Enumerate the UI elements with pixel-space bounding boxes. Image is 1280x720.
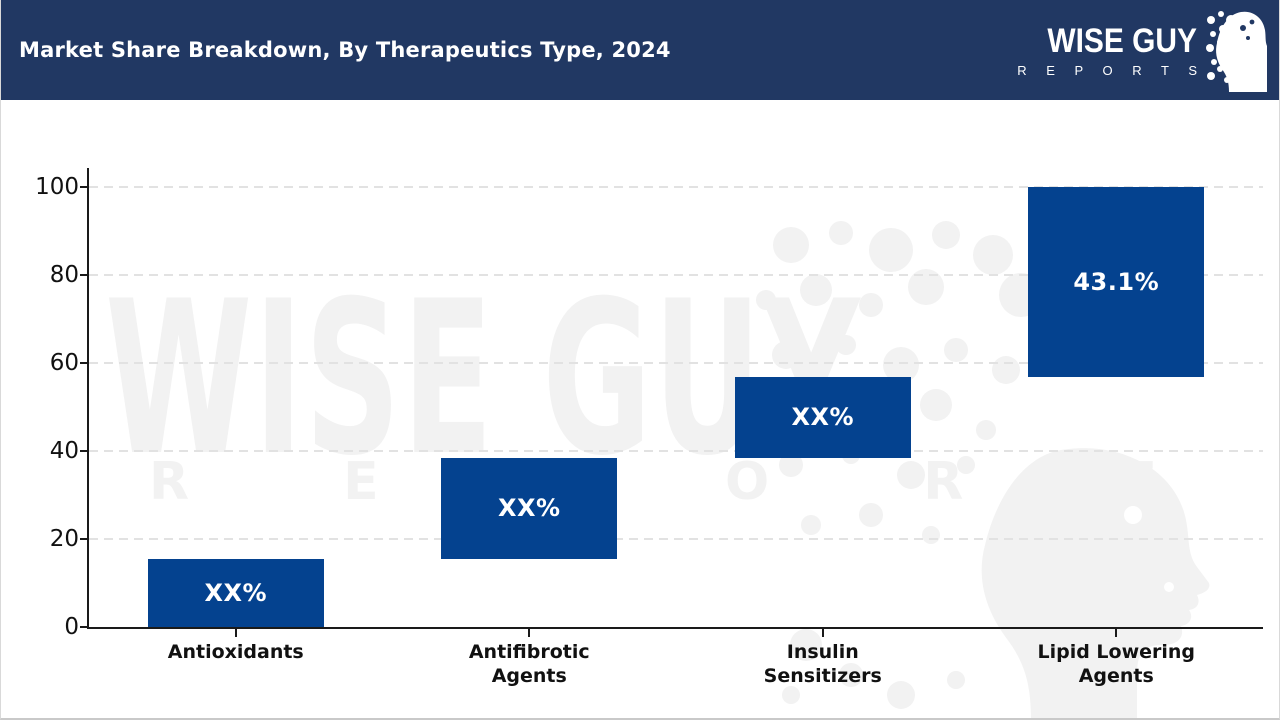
y-tick-label: 80 <box>49 262 79 288</box>
bar-segment: 43.1% <box>1028 187 1205 377</box>
logo-wordmark: WISE GUY <box>1047 22 1198 60</box>
wise-guy-face-icon <box>1206 11 1267 92</box>
gridline <box>89 362 1263 364</box>
x-tick-mark <box>1115 629 1118 637</box>
gridline <box>89 186 1263 188</box>
bar-value-label: XX% <box>497 494 561 523</box>
y-tick-mark <box>80 538 88 540</box>
bar-value-label: XX% <box>204 578 268 607</box>
y-tick-mark <box>80 274 88 276</box>
y-tick-mark <box>80 450 88 452</box>
bar-segment: XX% <box>147 558 324 627</box>
x-category-label: Lipid Lowering Agents <box>1037 641 1196 687</box>
chart-area: WISE GUY R E P O R T S <box>1 100 1279 718</box>
y-tick-label: 60 <box>49 350 79 376</box>
x-axis-line <box>87 627 1263 629</box>
wise-guy-logo: WISE GUY R E P O R T S <box>1017 8 1267 94</box>
x-category-label: Antifibrotic Agents <box>468 641 590 687</box>
y-tick-mark <box>80 626 88 628</box>
gridline <box>89 274 1263 276</box>
y-tick-label: 20 <box>49 526 79 552</box>
x-tick-mark <box>821 629 824 637</box>
x-category-label: Antioxidants <box>167 641 304 663</box>
gridline <box>89 450 1263 452</box>
y-tick-mark <box>80 186 88 188</box>
bar-value-label: 43.1% <box>1073 267 1160 296</box>
header-bar: Market Share Breakdown, By Therapeutics … <box>1 0 1279 100</box>
logo-subtitle: R E P O R T S <box>1017 63 1205 78</box>
bar-segment: XX% <box>441 457 618 559</box>
y-axis-line <box>87 168 89 629</box>
y-tick-label: 100 <box>35 174 79 200</box>
x-category-label: Insulin Sensitizers <box>763 641 882 687</box>
gridline <box>89 538 1263 540</box>
x-tick-mark <box>234 629 237 637</box>
y-tick-label: 40 <box>49 438 79 464</box>
y-tick-label: 0 <box>64 614 79 640</box>
bar-segment: XX% <box>734 376 911 458</box>
bar-value-label: XX% <box>791 403 855 432</box>
chart-title: Market Share Breakdown, By Therapeutics … <box>19 38 671 62</box>
logo-text: WISE GUY R E P O R T S <box>1017 22 1205 78</box>
watermark-subtitle: R E P O R T S <box>149 452 1279 512</box>
y-tick-mark <box>80 362 88 364</box>
x-tick-mark <box>528 629 531 637</box>
